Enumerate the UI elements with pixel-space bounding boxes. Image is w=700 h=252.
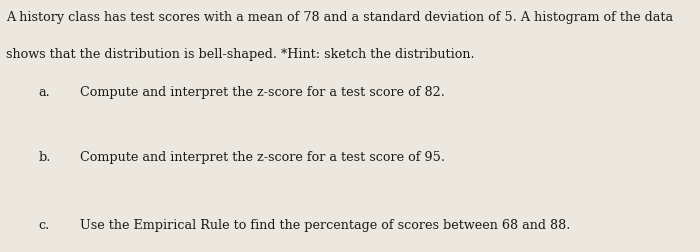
Text: A history class has test scores with a mean of 78 and a standard deviation of 5.: A history class has test scores with a m… [6, 11, 673, 24]
Text: a.: a. [38, 86, 50, 99]
Text: b.: b. [38, 151, 51, 164]
Text: Compute and interpret the z-score for a test score of 82.: Compute and interpret the z-score for a … [80, 86, 445, 99]
Text: Compute and interpret the z-score for a test score of 95.: Compute and interpret the z-score for a … [80, 151, 445, 164]
Text: shows that the distribution is bell-shaped. *Hint: sketch the distribution.: shows that the distribution is bell-shap… [6, 48, 474, 61]
Text: Use the Empirical Rule to find the percentage of scores between 68 and 88.: Use the Empirical Rule to find the perce… [80, 219, 571, 232]
Text: c.: c. [38, 219, 50, 232]
